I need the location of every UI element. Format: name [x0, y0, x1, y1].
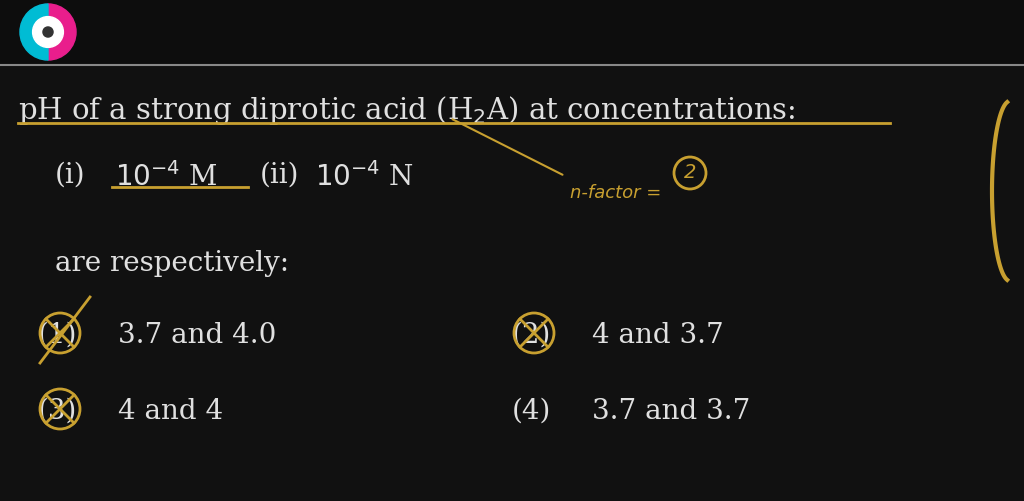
- Text: (2): (2): [512, 321, 551, 348]
- Text: $10^{-4}$ N: $10^{-4}$ N: [315, 162, 414, 191]
- Text: 3.7 and 4.0: 3.7 and 4.0: [118, 321, 276, 348]
- Text: 4 and 4: 4 and 4: [118, 397, 223, 424]
- Bar: [0, 0, 1024, 66]
- Circle shape: [20, 5, 76, 61]
- Text: are respectively:: are respectively:: [55, 249, 289, 277]
- Text: (ii): (ii): [260, 162, 299, 188]
- Text: (1): (1): [38, 321, 78, 348]
- Wedge shape: [20, 5, 48, 61]
- Circle shape: [33, 18, 63, 48]
- Text: (4): (4): [512, 397, 551, 424]
- Text: $10^{-4}$ M: $10^{-4}$ M: [115, 162, 218, 191]
- Text: 3.7 and 3.7: 3.7 and 3.7: [592, 397, 751, 424]
- Text: (i): (i): [55, 162, 86, 188]
- Text: (3): (3): [38, 397, 78, 424]
- Text: pH of a strong diprotic acid (H$_2$A) at concentrations:: pH of a strong diprotic acid (H$_2$A) at…: [18, 94, 796, 127]
- Circle shape: [43, 28, 53, 38]
- Wedge shape: [48, 5, 76, 61]
- Text: n-factor =: n-factor =: [570, 184, 662, 201]
- Text: 4 and 3.7: 4 and 3.7: [592, 321, 724, 348]
- Text: 2: 2: [684, 163, 696, 182]
